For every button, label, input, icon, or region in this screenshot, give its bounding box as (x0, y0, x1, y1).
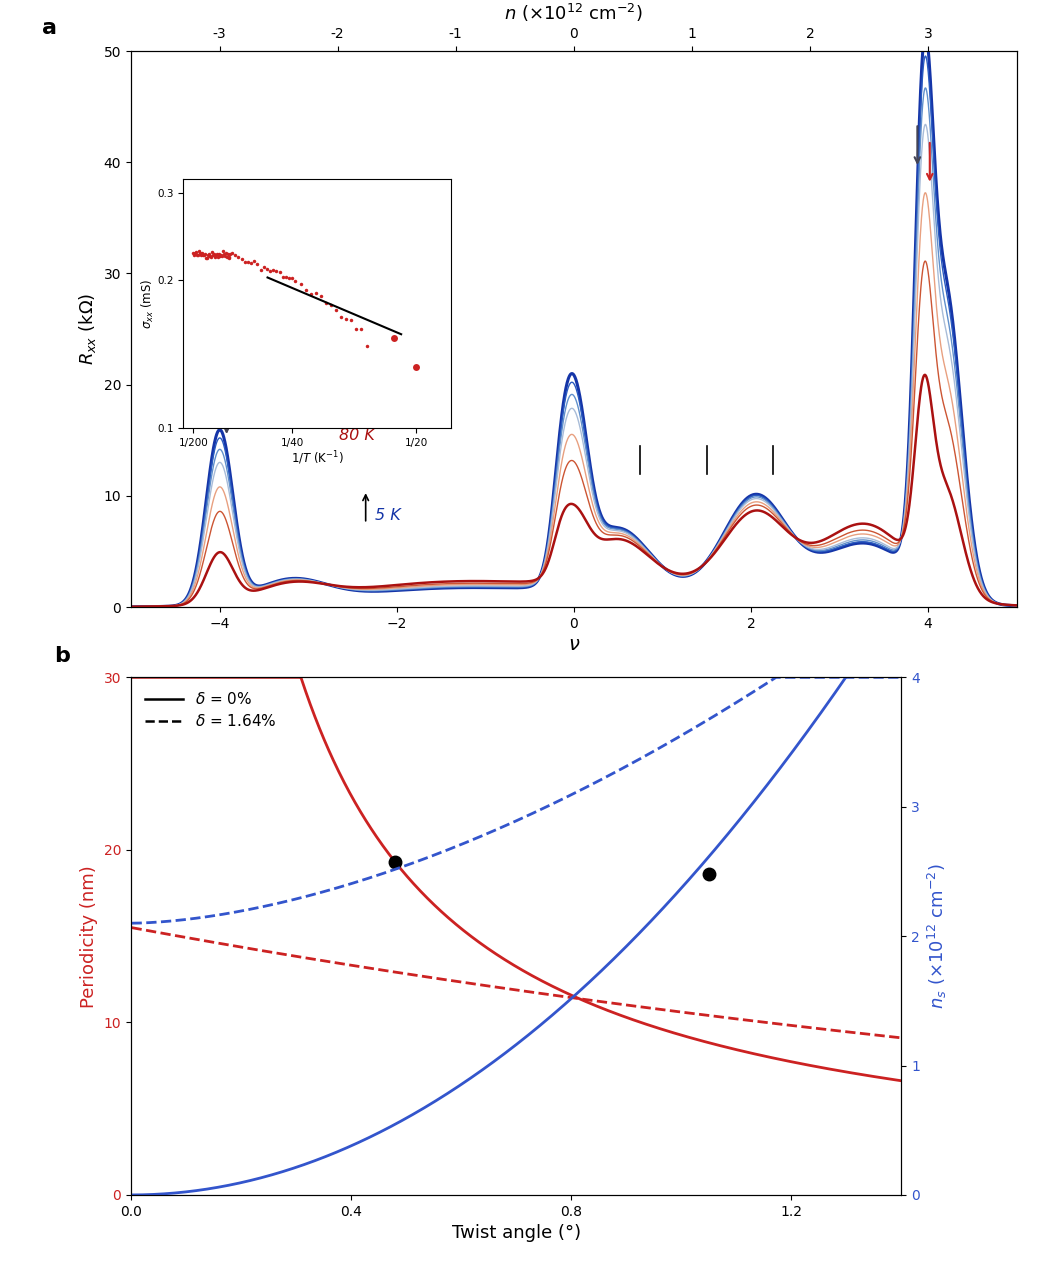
Text: 80 K: 80 K (340, 428, 375, 443)
Y-axis label: Periodicity (nm): Periodicity (nm) (80, 865, 99, 1007)
X-axis label: $\nu$: $\nu$ (568, 635, 580, 654)
Y-axis label: $\sigma_{xx}$ (mS): $\sigma_{xx}$ (mS) (139, 279, 156, 328)
X-axis label: $1/T$ (K$^{-1}$): $1/T$ (K$^{-1}$) (290, 450, 344, 466)
Text: b: b (53, 645, 70, 666)
Y-axis label: $n_s$ ($\times$10$^{12}$ cm$^{-2}$): $n_s$ ($\times$10$^{12}$ cm$^{-2}$) (925, 863, 948, 1010)
Y-axis label: $R_{xx}$ (k$\Omega$): $R_{xx}$ (k$\Omega$) (78, 293, 99, 366)
X-axis label: Twist angle (°): Twist angle (°) (452, 1224, 581, 1242)
Text: 5 K: 5 K (374, 509, 400, 523)
Legend: $\delta$ = 0%, $\delta$ = 1.64%: $\delta$ = 0%, $\delta$ = 1.64% (138, 685, 283, 735)
X-axis label: $n$ ($\times$10$^{12}$ cm$^{-2}$): $n$ ($\times$10$^{12}$ cm$^{-2}$) (504, 3, 643, 24)
Text: a: a (43, 18, 58, 38)
